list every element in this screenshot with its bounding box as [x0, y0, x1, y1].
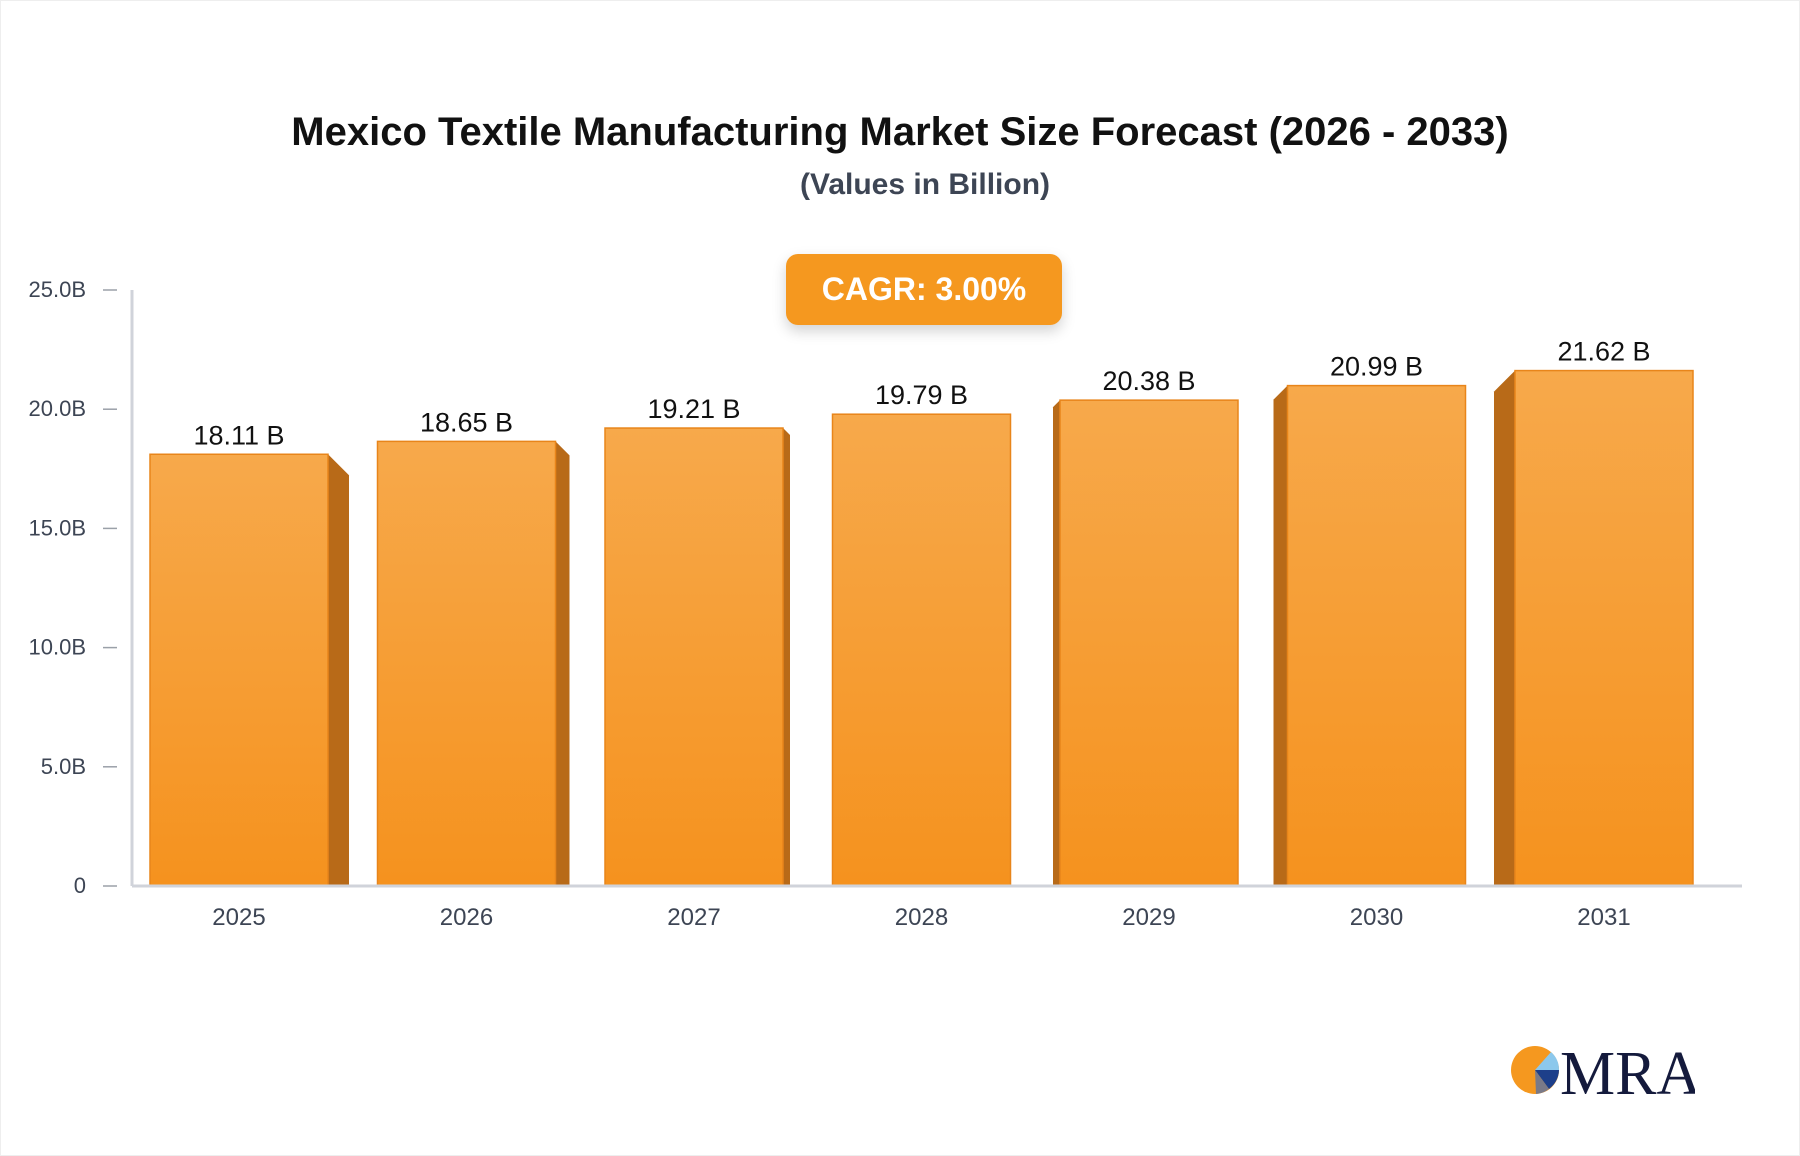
bar-2029	[1059, 399, 1239, 887]
x-tick-label: 2027	[667, 904, 720, 931]
data-label: 18.11 B	[193, 420, 284, 450]
bar-side	[328, 454, 349, 886]
bar-2030	[1286, 384, 1467, 887]
bar-side	[555, 441, 570, 886]
x-tick-label: 2030	[1350, 904, 1403, 931]
y-tick-label: 20.0B	[29, 396, 87, 421]
x-tick-label: 2031	[1577, 904, 1630, 931]
data-label: 21.62 B	[1557, 337, 1650, 367]
chart-title: Mexico Textile Manufacturing Market Size…	[291, 110, 1509, 154]
logo-text: MRA	[1560, 1040, 1695, 1100]
y-tick-label: 15.0B	[29, 515, 87, 540]
data-label: 19.21 B	[647, 394, 740, 424]
x-tick-label: 2026	[440, 904, 493, 931]
data-label: 19.79 B	[875, 380, 968, 410]
y-tick-label: 5.0B	[41, 754, 86, 779]
x-tick-label: 2025	[212, 904, 265, 931]
data-label: 20.38 B	[1102, 366, 1195, 396]
mra-logo: MRA	[1511, 1040, 1695, 1100]
bar-side	[783, 428, 790, 886]
y-tick-label: 0	[74, 873, 86, 898]
bar-2026	[376, 440, 557, 887]
x-tick-label: 2029	[1122, 904, 1175, 931]
chart-subtitle: (Values in Billion)	[799, 168, 1051, 201]
y-tick-label: 10.0B	[29, 635, 87, 660]
bar-2027	[604, 427, 784, 887]
data-label: 20.99 B	[1330, 352, 1423, 382]
bar-2028	[831, 413, 1012, 887]
bar-side	[1273, 385, 1288, 886]
x-tick-label: 2028	[895, 904, 948, 931]
y-tick-label: 25.0B	[29, 277, 87, 302]
bar-2025	[149, 453, 329, 887]
bar-side	[1494, 370, 1515, 886]
data-label: 18.65 B	[420, 407, 513, 437]
cagr-badge: CAGR: 3.00%	[786, 254, 1062, 325]
bar-side	[1053, 400, 1060, 886]
bar-2031	[1514, 369, 1694, 887]
